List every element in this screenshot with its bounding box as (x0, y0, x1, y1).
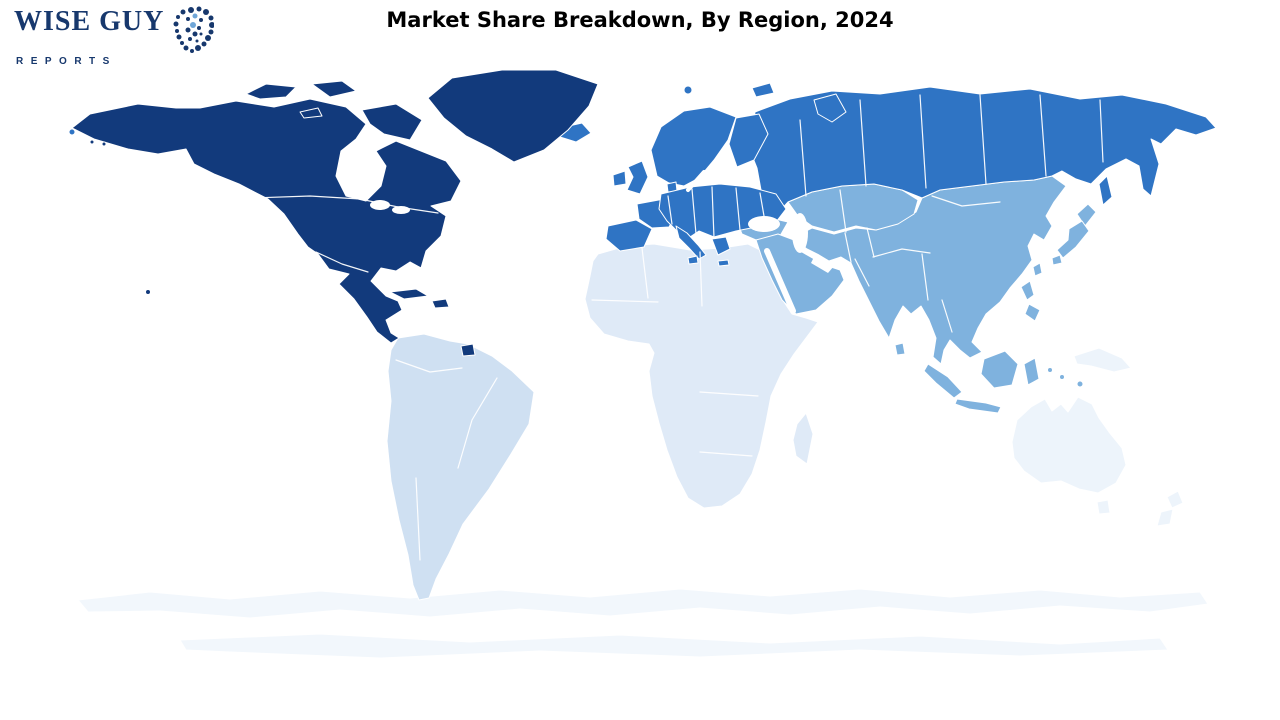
border-africa (641, 247, 649, 299)
landmass-moluccas (1047, 367, 1053, 373)
border-asia (866, 227, 875, 258)
water-bodies (370, 170, 834, 314)
logo-head-dots-icon (173, 6, 215, 53)
landmass-britain (626, 160, 649, 195)
landmass-philippines (1020, 280, 1035, 301)
landmass-hawaii (145, 289, 151, 295)
landmass-french-guiana (460, 343, 476, 357)
border-us-mexico (315, 251, 369, 273)
border-europe (759, 192, 765, 217)
landmass-crete (717, 259, 730, 267)
region-south-america (386, 333, 535, 601)
landmass-iberia (605, 219, 653, 252)
landmass-java (954, 398, 1002, 414)
border-us-canada (251, 195, 439, 214)
landmass-greece (711, 236, 731, 256)
landmass-moluccas (1059, 374, 1065, 380)
region-oceania (1011, 347, 1184, 527)
landmass-sri-lanka (894, 342, 906, 356)
border-south-america (457, 377, 498, 469)
landmass-arctic-islands (311, 80, 357, 98)
landmass-new-zealand (1156, 508, 1174, 527)
landmass-sakhalin (1098, 175, 1113, 206)
landmass-ireland (612, 170, 627, 187)
landmass-australia (1011, 396, 1127, 494)
border-europe (711, 186, 715, 239)
region-asia (737, 175, 1097, 414)
landmass-madagascar (792, 412, 814, 465)
landmass-bering-islands (68, 128, 76, 136)
border-russia (1099, 99, 1104, 163)
border-europe (735, 187, 741, 231)
border-russia (919, 94, 927, 189)
landmass-japan (1056, 220, 1090, 259)
landmass-arctic-islands (245, 83, 297, 100)
border-russia (859, 99, 867, 187)
border-russia (799, 119, 807, 197)
landmass-south-america (386, 333, 535, 601)
border-africa (699, 391, 759, 397)
landmass-svalbard (751, 82, 775, 98)
landmass-north-america-mainland (71, 98, 462, 344)
landmass-hispaniola (431, 298, 450, 309)
border-south-america (415, 477, 421, 561)
wise-guy-reports-logo: WISE GUY REPORTS (14, 6, 215, 67)
baltic-sea (686, 170, 706, 192)
border-africa (591, 299, 659, 303)
black-sea (748, 216, 780, 232)
border-africa (699, 251, 703, 307)
border-africa (699, 451, 753, 457)
landmass-arctic-islands (299, 107, 323, 119)
landmass-moluccas (1076, 380, 1084, 388)
landmass-japan (1051, 254, 1063, 266)
landmass-sulawesi (1023, 357, 1040, 386)
region-north-america (71, 69, 599, 357)
landmass-sicily (687, 255, 699, 265)
landmass-jan-mayen (683, 85, 693, 95)
landmass-baffin-island (361, 103, 423, 141)
border-asia (872, 248, 931, 258)
border-russia (1039, 94, 1047, 177)
landmass-new-zealand (1166, 490, 1184, 509)
chart-title: Market Share Breakdown, By Region, 2024 (386, 8, 894, 32)
border-europe (667, 195, 673, 225)
landmass-philippines (1024, 303, 1041, 322)
landmass-novaya-zemlya (813, 93, 847, 123)
landmass-taiwan (1032, 262, 1043, 277)
border-asia (854, 258, 870, 287)
border-asia (931, 195, 1001, 207)
landmass-cuba (389, 288, 429, 300)
border-central-asia (839, 189, 847, 233)
border-europe (691, 188, 697, 235)
landmass-new-guinea (1073, 347, 1132, 373)
logo-subtitle: REPORTS (16, 56, 117, 67)
landmass-sumatra (923, 363, 963, 399)
caspian-sea (792, 213, 808, 253)
border-asia (921, 253, 929, 301)
landmass-tasmania (1096, 499, 1111, 515)
country-borders (251, 94, 1104, 561)
region-antarctica (77, 588, 1209, 659)
landmass-aleutians (89, 139, 95, 145)
persian-gulf (811, 257, 834, 273)
logo-row: WISE GUY (14, 6, 215, 54)
landmass-italy (675, 225, 707, 260)
border-asia (941, 299, 953, 333)
landmass-borneo (980, 350, 1019, 389)
landmass-scandinavia (650, 106, 737, 187)
landmass-aleutians (101, 141, 107, 147)
border-south-america (395, 359, 463, 373)
border-asia (844, 232, 852, 263)
red-sea (764, 248, 796, 314)
border-russia (979, 94, 987, 185)
landmass-finland (728, 113, 769, 168)
landmass-greenland (427, 69, 599, 163)
region-africa (584, 243, 819, 509)
logo-wordmark: WISE GUY (14, 6, 165, 37)
